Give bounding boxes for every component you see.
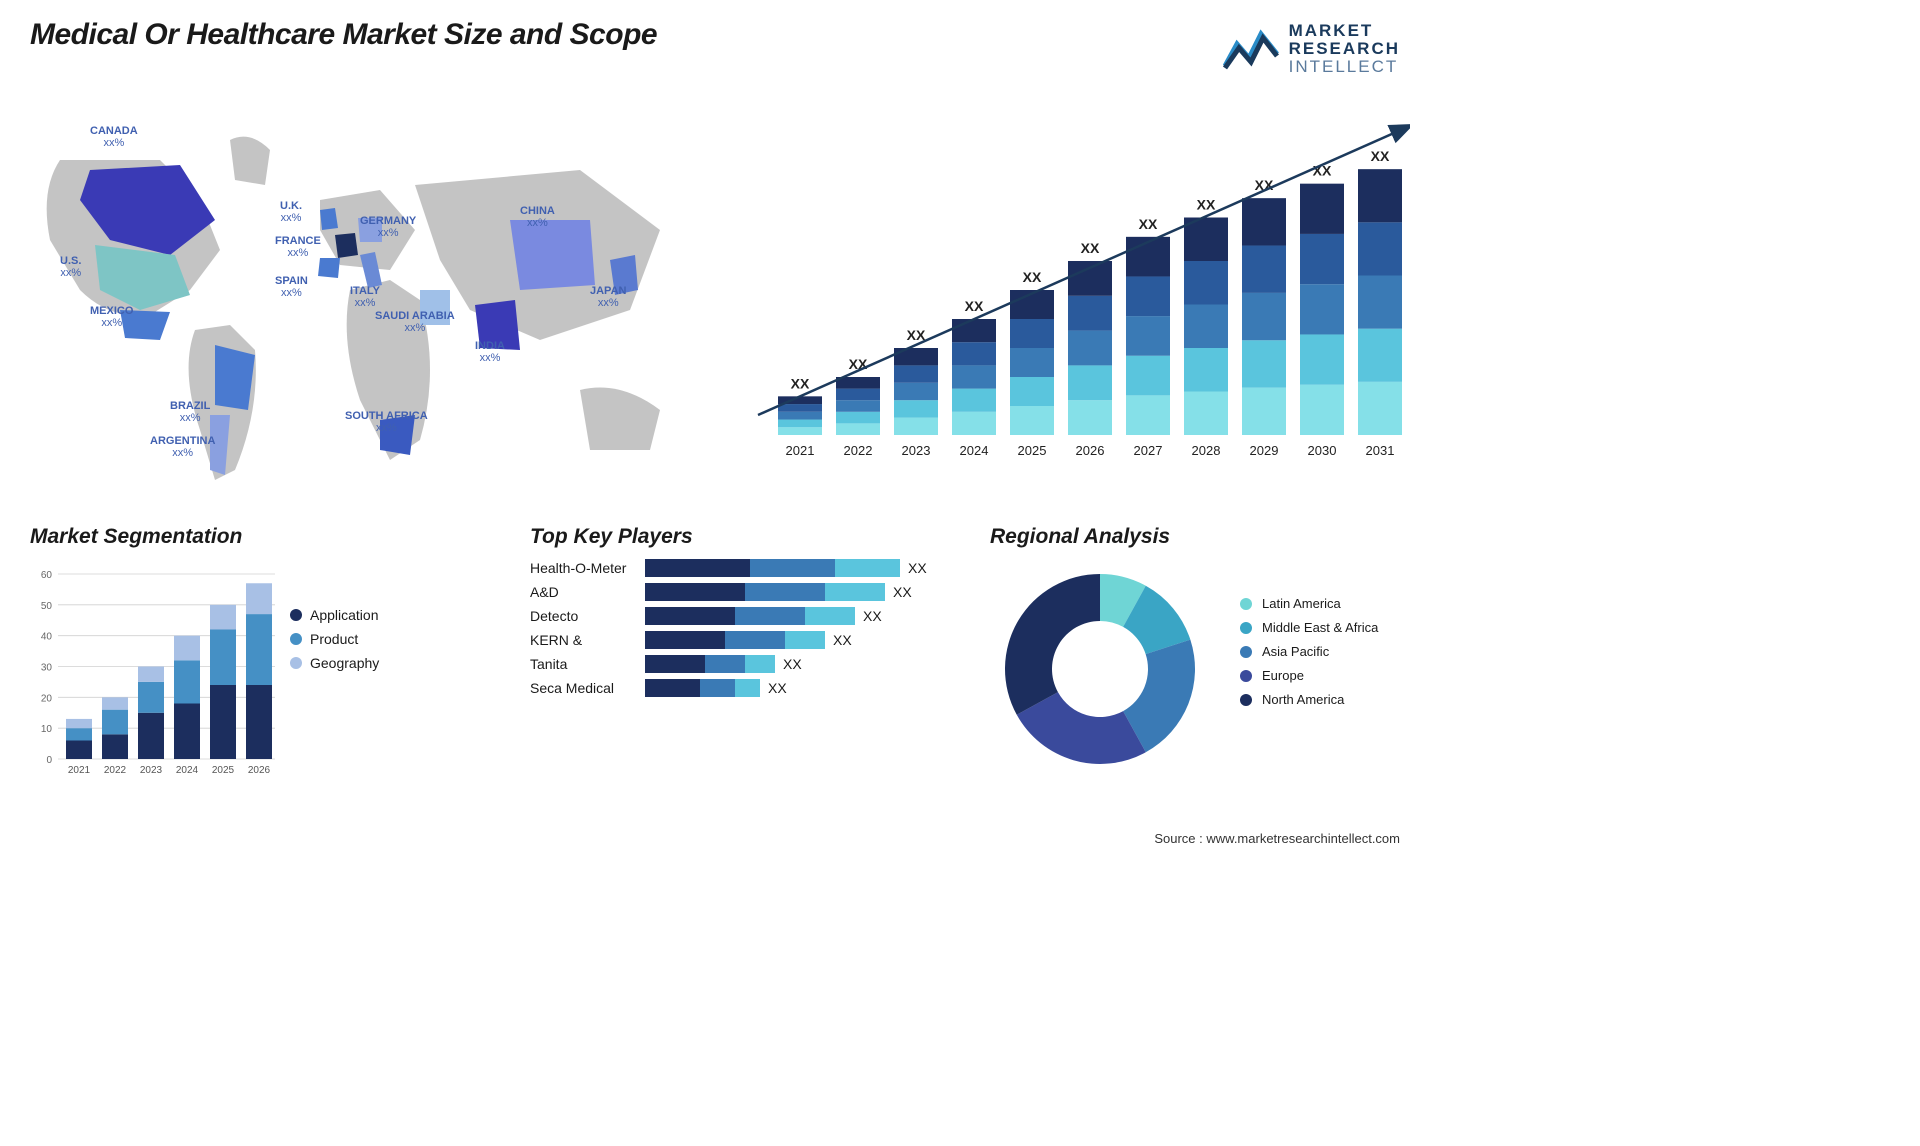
map-label-argentina: ARGENTINAxx% (150, 435, 215, 459)
svg-text:40: 40 (41, 632, 53, 643)
logo-icon (1223, 28, 1279, 70)
svg-text:2021: 2021 (68, 765, 91, 776)
svg-text:2025: 2025 (212, 765, 235, 776)
segmentation-section: Market Segmentation 0 10 20 30 40 50 60 2021 202… (30, 525, 450, 794)
svg-text:2030: 2030 (1308, 443, 1337, 458)
player-name: Tanita (530, 656, 645, 672)
svg-text:XX: XX (965, 298, 984, 314)
regional-legend-item: North America (1240, 692, 1378, 707)
player-value: XX (908, 560, 927, 576)
player-name: Health-O-Meter (530, 560, 645, 576)
regional-section: Regional Analysis Latin America Middle Ea… (990, 525, 1410, 774)
map-label-canada: CANADAxx% (90, 125, 138, 149)
players-section: Top Key Players Health-O-MeterXXA&DXXDet… (530, 525, 950, 703)
svg-text:2024: 2024 (176, 765, 199, 776)
svg-text:XX: XX (1081, 240, 1100, 256)
svg-text:2029: 2029 (1250, 443, 1279, 458)
player-row: Seca Medical XX (530, 679, 950, 697)
regional-legend-item: Middle East & Africa (1240, 620, 1378, 635)
map-label-japan: JAPANxx% (590, 285, 626, 309)
regional-legend-item: Europe (1240, 668, 1378, 683)
svg-text:2023: 2023 (902, 443, 931, 458)
svg-text:60: 60 (41, 570, 53, 581)
player-name: KERN & (530, 632, 645, 648)
svg-text:XX: XX (1197, 197, 1216, 213)
regional-legend-item: Latin America (1240, 596, 1378, 611)
svg-text:2026: 2026 (248, 765, 271, 776)
svg-text:XX: XX (1139, 216, 1158, 232)
logo-line2: RESEARCH (1289, 40, 1400, 58)
player-bar (645, 655, 775, 673)
regional-title: Regional Analysis (990, 525, 1410, 549)
player-row: Health-O-Meter XX (530, 559, 950, 577)
svg-text:2028: 2028 (1192, 443, 1221, 458)
regional-donut (990, 559, 1220, 769)
map-label-germany: GERMANYxx% (360, 215, 416, 239)
page-title: Medical Or Healthcare Market Size and Sc… (30, 18, 657, 52)
map-label-brazil: BRAZILxx% (170, 400, 210, 424)
svg-text:XX: XX (791, 375, 810, 391)
svg-text:2026: 2026 (1076, 443, 1105, 458)
svg-text:30: 30 (41, 663, 53, 674)
map-label-u.k.: U.K.xx% (280, 200, 302, 224)
segmentation-title: Market Segmentation (30, 525, 450, 549)
svg-text:0: 0 (46, 755, 52, 766)
svg-text:XX: XX (1371, 148, 1390, 164)
regional-legend-item: Asia Pacific (1240, 644, 1378, 659)
brand-logo: MARKET RESEARCH INTELLECT (1223, 22, 1400, 76)
logo-line1: MARKET (1289, 22, 1400, 40)
svg-text:2024: 2024 (960, 443, 989, 458)
world-map: CANADAxx% U.S.xx% MEXICOxx% BRAZILxx% ARGENT… (20, 90, 720, 490)
seg-legend-item: Geography (290, 655, 379, 671)
seg-legend-item: Product (290, 631, 379, 647)
player-bar (645, 679, 760, 697)
map-label-saudi-arabia: SAUDI ARABIAxx% (375, 310, 455, 334)
map-label-spain: SPAINxx% (275, 275, 308, 299)
player-name: Seca Medical (530, 680, 645, 696)
svg-text:2027: 2027 (1134, 443, 1163, 458)
player-row: A&D XX (530, 583, 950, 601)
map-label-south-africa: SOUTH AFRICAxx% (345, 410, 428, 434)
svg-text:2025: 2025 (1018, 443, 1047, 458)
player-value: XX (833, 632, 852, 648)
svg-text:50: 50 (41, 601, 53, 612)
player-bar (645, 559, 900, 577)
player-row: Detecto XX (530, 607, 950, 625)
map-label-italy: ITALYxx% (350, 285, 380, 309)
players-chart: Health-O-MeterXXA&DXXDetectoXXKERN &XXTa… (530, 559, 950, 697)
map-label-u.s.: U.S.xx% (60, 255, 81, 279)
player-row: KERN & XX (530, 631, 950, 649)
svg-text:20: 20 (41, 693, 53, 704)
player-value: XX (768, 680, 787, 696)
svg-text:2021: 2021 (786, 443, 815, 458)
player-value: XX (863, 608, 882, 624)
growth-bar-chart: XX 2021 XX 2022 XX 2023 XX 2024 XX 2025 XX 2026 XX 20… (750, 100, 1410, 470)
svg-text:10: 10 (41, 724, 53, 735)
player-row: Tanita XX (530, 655, 950, 673)
segmentation-legend: Application Product Geography (290, 599, 379, 679)
player-bar (645, 583, 885, 601)
regional-legend: Latin America Middle East & Africa Asia Pa… (1240, 587, 1378, 716)
svg-text:XX: XX (1023, 269, 1042, 285)
logo-line3: INTELLECT (1289, 58, 1400, 76)
svg-text:2022: 2022 (844, 443, 873, 458)
map-label-china: CHINAxx% (520, 205, 555, 229)
player-name: A&D (530, 584, 645, 600)
player-value: XX (783, 656, 802, 672)
source-attribution: Source : www.marketresearchintellect.com (1154, 831, 1400, 846)
segmentation-chart: 0 10 20 30 40 50 60 2021 2022 2023 2024 2025 2026 (30, 559, 280, 789)
seg-legend-item: Application (290, 607, 379, 623)
player-bar (645, 631, 825, 649)
map-label-india: INDIAxx% (475, 340, 505, 364)
svg-text:2031: 2031 (1366, 443, 1395, 458)
player-bar (645, 607, 855, 625)
player-value: XX (893, 584, 912, 600)
map-label-france: FRANCExx% (275, 235, 321, 259)
svg-text:2023: 2023 (140, 765, 163, 776)
svg-text:2022: 2022 (104, 765, 127, 776)
player-name: Detecto (530, 608, 645, 624)
players-title: Top Key Players (530, 525, 950, 549)
map-label-mexico: MEXICOxx% (90, 305, 133, 329)
